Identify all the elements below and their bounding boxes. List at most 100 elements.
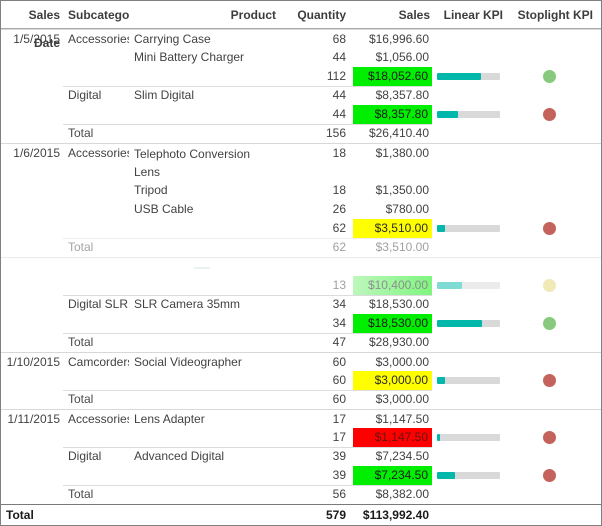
quantity-cell: 47 bbox=[332, 335, 346, 349]
quantity-cell: 34 bbox=[332, 316, 346, 330]
product-cell bbox=[129, 485, 279, 504]
subcategory-cell: Digital bbox=[68, 88, 102, 102]
product-cell bbox=[129, 466, 279, 485]
sales-cell: $18,052.60 bbox=[349, 67, 434, 86]
stoplight-kpi-cell bbox=[507, 276, 601, 295]
grand-total-spacer bbox=[507, 505, 601, 525]
grand-total-spacer bbox=[434, 505, 507, 525]
header-subcategory[interactable]: Subcategory bbox=[68, 8, 129, 22]
grand-total-spacer bbox=[63, 505, 129, 525]
quantity-cell: 18 bbox=[332, 146, 346, 160]
subcategory-cell bbox=[63, 67, 129, 86]
stoplight-kpi-cell bbox=[507, 105, 601, 124]
stoplight-kpi-cell bbox=[507, 390, 601, 409]
product-cell: Tripod bbox=[134, 183, 168, 197]
linear-kpi-track bbox=[437, 111, 500, 118]
subcategory-cell bbox=[63, 276, 129, 295]
sales-cell: $26,410.40 bbox=[368, 126, 429, 140]
stoplight-indicator-red bbox=[543, 469, 556, 482]
linear-kpi-cell bbox=[434, 314, 507, 333]
report-table-body: 1/5/2015 Accessories Carrying Case 68 $16,99… bbox=[1, 29, 601, 524]
product-cell bbox=[129, 67, 279, 86]
sales-highlight-yellow: $3,510.00 bbox=[353, 219, 432, 238]
linear-kpi-fill bbox=[437, 472, 455, 479]
subtotal-row: 44 $8,357.80 bbox=[1, 105, 601, 124]
linear-kpi-cell bbox=[434, 30, 507, 49]
linear-kpi-track bbox=[437, 472, 500, 479]
sales-highlight-green: $10,400.00 bbox=[353, 276, 432, 295]
linear-kpi-cell bbox=[434, 353, 507, 372]
sales-date-cell bbox=[1, 371, 63, 390]
header-product[interactable]: Product bbox=[230, 8, 276, 22]
linear-kpi-cell bbox=[434, 428, 507, 447]
quantity-cell: 112 bbox=[326, 69, 346, 83]
linear-kpi-cell bbox=[434, 466, 507, 485]
subcategory-cell bbox=[63, 371, 129, 390]
linear-kpi-cell bbox=[434, 124, 507, 143]
product-cell bbox=[129, 238, 279, 257]
sales-cell: $780.00 bbox=[385, 202, 429, 216]
linear-kpi-cell bbox=[434, 238, 507, 257]
quantity-cell: 60 bbox=[332, 373, 346, 387]
sales-cell: $7,234.50 bbox=[375, 449, 429, 463]
linear-kpi-track bbox=[437, 320, 500, 327]
sales-cell: $28,930.00 bbox=[368, 335, 429, 349]
stoplight-kpi-cell bbox=[507, 67, 601, 86]
sales-date-cell bbox=[1, 447, 63, 466]
header-quantity[interactable]: Quantity bbox=[297, 8, 346, 22]
header-sales[interactable]: Sales bbox=[398, 8, 430, 22]
sales-cell: $8,382.00 bbox=[375, 487, 429, 501]
linear-kpi-cell bbox=[434, 105, 507, 124]
header-sales-date[interactable]: Sales Date bbox=[28, 8, 60, 50]
table-row: 1/10/2015 Camcorders Social Videographer 60… bbox=[1, 352, 601, 371]
quantity-cell: 68 bbox=[332, 32, 346, 46]
total-label-cell: Total bbox=[68, 487, 94, 501]
linear-kpi-cell bbox=[434, 258, 507, 276]
group-total-row: Total 62 $3,510.00 bbox=[1, 238, 601, 257]
grand-total-quantity: 579 bbox=[325, 508, 346, 522]
sales-cell: $18,530.00 bbox=[349, 314, 434, 333]
table-row: Mini Battery Charger 44 $1,056.00 bbox=[1, 48, 601, 67]
sales-date-cell bbox=[1, 485, 63, 504]
header-stoplight-kpi[interactable]: Stoplight KPI bbox=[517, 8, 593, 22]
subcategory-cell bbox=[63, 314, 129, 333]
linear-kpi-cell bbox=[434, 86, 507, 105]
linear-kpi-cell bbox=[434, 276, 507, 295]
product-cell bbox=[129, 314, 279, 333]
subcategory-cell: Accessories bbox=[68, 412, 129, 426]
stoplight-kpi-cell bbox=[507, 353, 601, 372]
sales-cell: $8,357.80 bbox=[349, 105, 434, 124]
sales-highlight-green: $18,052.60 bbox=[353, 67, 432, 86]
group-total-row: Total 156 $26,410.40 bbox=[1, 124, 601, 143]
sales-date-cell: 1/11/2015 bbox=[7, 412, 61, 426]
linear-kpi-fill bbox=[437, 225, 446, 232]
subcategory-cell: Camcorders bbox=[68, 355, 129, 369]
sales-highlight-red: $1,147.50 bbox=[353, 428, 432, 447]
subcategory-cell: Digital bbox=[68, 449, 102, 463]
group-total-row: Total 60 $3,000.00 bbox=[1, 390, 601, 409]
product-cell: SLR Camera 35mm bbox=[134, 297, 241, 311]
linear-kpi-cell bbox=[434, 390, 507, 409]
sales-highlight-green: $8,357.80 bbox=[353, 105, 432, 124]
sales-cell: $18,530.00 bbox=[368, 297, 429, 311]
stoplight-kpi-cell bbox=[507, 124, 601, 143]
header-linear-kpi[interactable]: Linear KPI bbox=[443, 8, 503, 22]
stoplight-kpi-cell bbox=[507, 144, 601, 181]
erased-row bbox=[1, 257, 601, 276]
stoplight-indicator-green bbox=[543, 317, 556, 330]
linear-kpi-cell bbox=[434, 333, 507, 352]
sales-date-cell: 1/6/2015 bbox=[13, 146, 60, 160]
sales-date-cell bbox=[1, 124, 63, 143]
sales-date-cell bbox=[1, 428, 63, 447]
stoplight-indicator-green bbox=[543, 70, 556, 83]
quantity-cell: 17 bbox=[332, 430, 346, 444]
stoplight-kpi-cell bbox=[507, 219, 601, 238]
stoplight-kpi-cell bbox=[507, 333, 601, 352]
stoplight-kpi-cell bbox=[507, 485, 601, 504]
stoplight-indicator-red bbox=[543, 374, 556, 387]
sales-date-cell bbox=[1, 200, 63, 219]
linear-kpi-cell bbox=[434, 181, 507, 200]
quantity-cell bbox=[279, 258, 349, 276]
sales-date-cell bbox=[1, 86, 63, 105]
linear-kpi-cell bbox=[434, 67, 507, 86]
